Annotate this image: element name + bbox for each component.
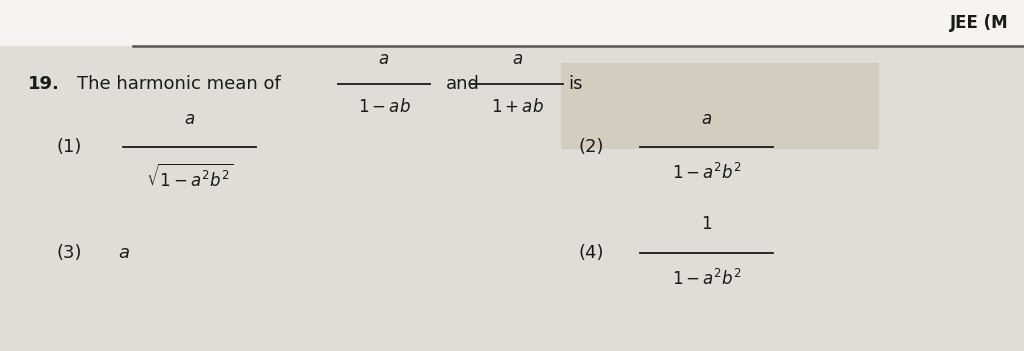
Text: $a$: $a$ — [701, 110, 712, 128]
Text: $1$: $1$ — [701, 216, 712, 233]
Text: $a$: $a$ — [512, 51, 522, 68]
Text: $\sqrt{1-a^2b^2}$: $\sqrt{1-a^2b^2}$ — [145, 163, 233, 191]
Text: $1-ab$: $1-ab$ — [357, 98, 411, 115]
Text: 19.: 19. — [28, 75, 59, 93]
Text: JEE (M: JEE (M — [950, 14, 1009, 32]
FancyBboxPatch shape — [0, 0, 1024, 46]
Text: (1): (1) — [56, 138, 82, 157]
Text: (2): (2) — [579, 138, 604, 157]
Text: $1-a^2b^2$: $1-a^2b^2$ — [672, 163, 741, 183]
Text: is: is — [568, 75, 583, 93]
Text: $1+ab$: $1+ab$ — [490, 98, 544, 115]
Text: $1-a^2b^2$: $1-a^2b^2$ — [672, 269, 741, 289]
Text: and: and — [445, 75, 479, 93]
Text: The harmonic mean of: The harmonic mean of — [77, 75, 281, 93]
Text: $a$: $a$ — [118, 244, 130, 262]
FancyBboxPatch shape — [561, 63, 879, 149]
Text: (3): (3) — [56, 244, 82, 262]
Text: $a$: $a$ — [379, 51, 389, 68]
Text: (4): (4) — [579, 244, 604, 262]
Text: $a$: $a$ — [184, 110, 195, 128]
